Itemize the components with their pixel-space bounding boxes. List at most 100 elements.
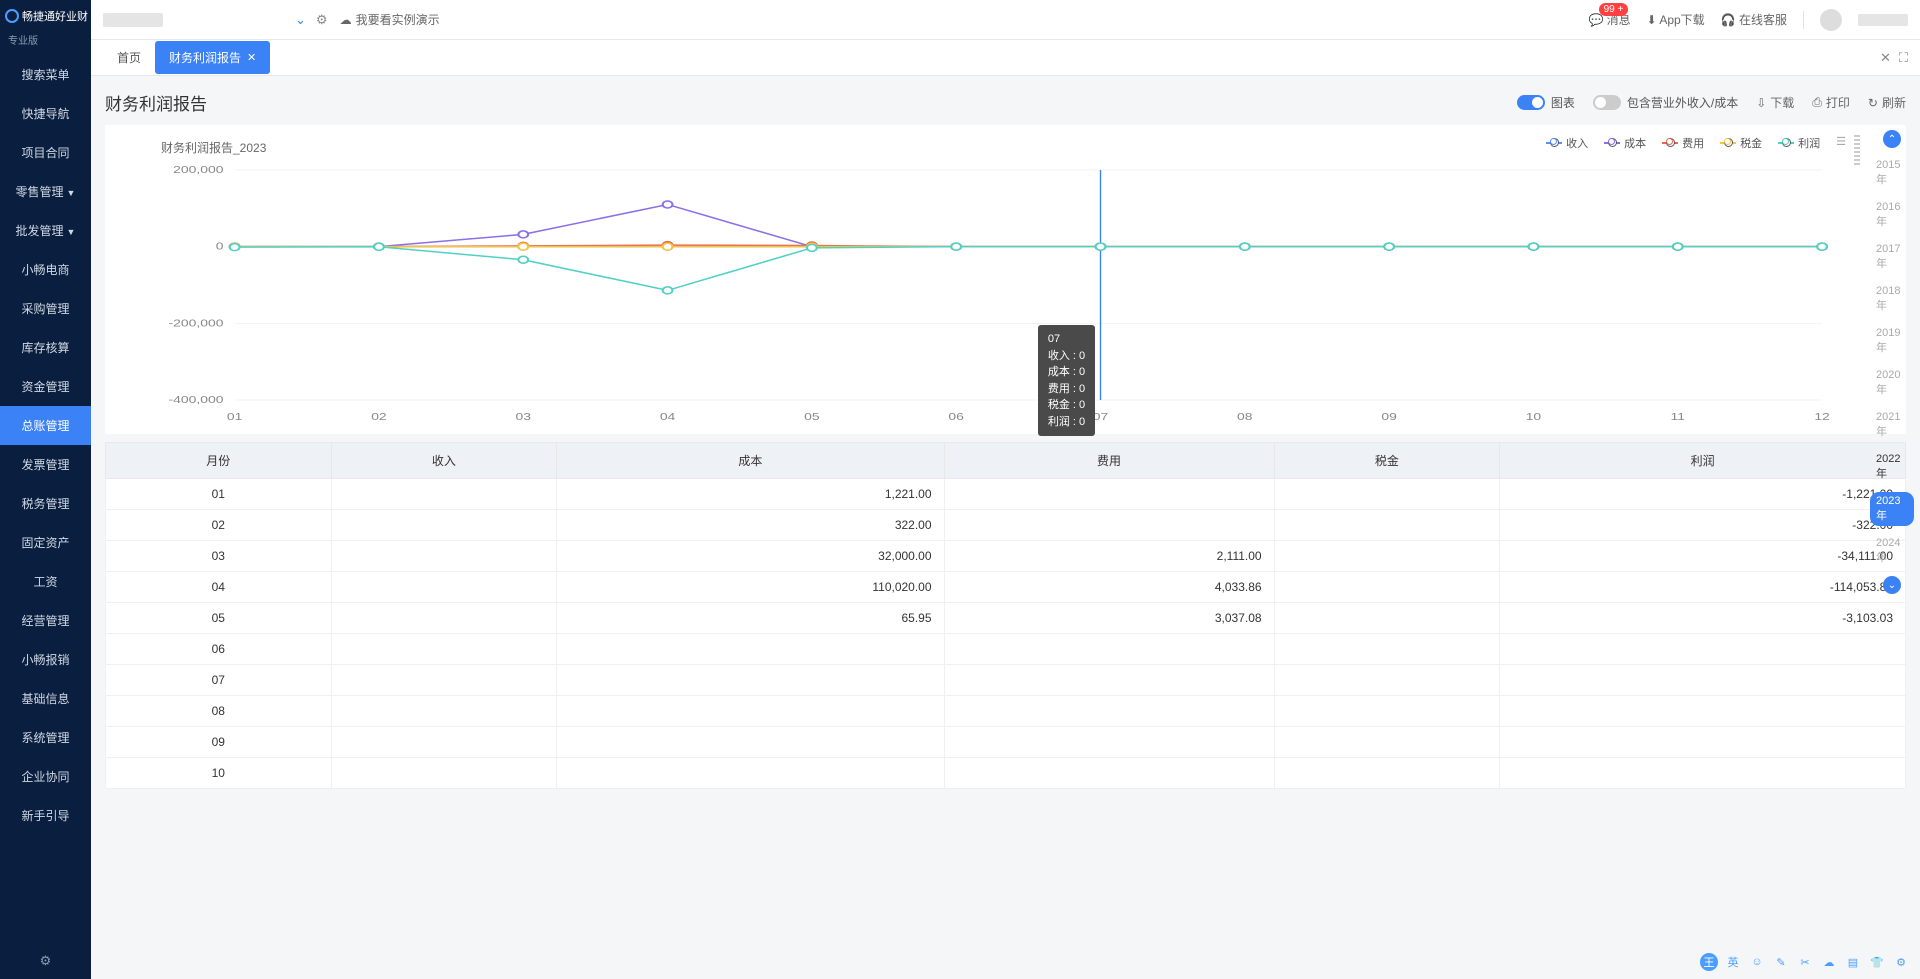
table-row[interactable]: 09 bbox=[106, 727, 1906, 758]
year-item[interactable]: 2015年 bbox=[1870, 156, 1914, 190]
table-row[interactable]: 02322.00-322.00 bbox=[106, 510, 1906, 541]
ime-shirt-icon[interactable]: 👕 bbox=[1868, 953, 1886, 971]
sidebar-item[interactable]: 系统管理 bbox=[0, 718, 91, 757]
legend-item[interactable]: 成本 bbox=[1604, 135, 1646, 151]
sidebar-item[interactable]: 搜索菜单 bbox=[0, 55, 91, 94]
ime-scissors-icon[interactable]: ✂ bbox=[1796, 953, 1814, 971]
year-item[interactable]: 2023年 bbox=[1870, 492, 1914, 526]
sidebar-item[interactable]: 快捷导航 bbox=[0, 94, 91, 133]
sidebar-item[interactable]: 库存核算 bbox=[0, 328, 91, 367]
year-item[interactable]: 2021年 bbox=[1870, 408, 1914, 442]
print-label: 打印 bbox=[1826, 94, 1850, 111]
table-cell bbox=[1274, 758, 1500, 789]
sidebar-item[interactable]: 企业协同 bbox=[0, 757, 91, 796]
table-cell: 10 bbox=[106, 758, 332, 789]
sidebar-item[interactable]: 资金管理 bbox=[0, 367, 91, 406]
settings-icon[interactable]: ⚙ bbox=[0, 943, 91, 979]
fullscreen-icon[interactable]: ⛶ bbox=[1899, 50, 1908, 66]
year-item[interactable]: 2020年 bbox=[1870, 366, 1914, 400]
sidebar-item[interactable]: 采购管理 bbox=[0, 289, 91, 328]
table-cell bbox=[1500, 727, 1906, 758]
drag-handle[interactable] bbox=[1854, 135, 1860, 165]
avatar[interactable] bbox=[1820, 9, 1842, 31]
year-item[interactable]: 2019年 bbox=[1870, 324, 1914, 358]
ime-pic-icon[interactable]: ▤ bbox=[1844, 953, 1862, 971]
table-row[interactable]: 10 bbox=[106, 758, 1906, 789]
year-item[interactable]: 2016年 bbox=[1870, 198, 1914, 232]
sidebar-item[interactable]: 新手引导 bbox=[0, 796, 91, 835]
print-button[interactable]: ⎙ 打印 bbox=[1812, 94, 1850, 111]
org-selector[interactable] bbox=[103, 13, 283, 27]
table-cell: 3,037.08 bbox=[944, 603, 1274, 634]
ime-main-icon[interactable]: 王 bbox=[1700, 953, 1718, 971]
table-cell: 1,221.00 bbox=[557, 479, 944, 510]
ime-cloud-icon[interactable]: ☁ bbox=[1820, 953, 1838, 971]
close-icon[interactable]: ✕ bbox=[247, 51, 256, 64]
year-sidebar: ⌃ 2015年 2016年 2017年 2018年 2019年 2020年 2021年 202… bbox=[1870, 130, 1914, 594]
table-row[interactable]: 08 bbox=[106, 696, 1906, 727]
legend-menu-icon[interactable]: ☰ bbox=[1836, 135, 1846, 151]
legend-label: 费用 bbox=[1682, 135, 1704, 151]
year-scroll-down[interactable]: ⌄ bbox=[1883, 576, 1901, 594]
table-row[interactable]: 011,221.00-1,221.00 bbox=[106, 479, 1906, 510]
sidebar-item[interactable]: 项目合同 bbox=[0, 133, 91, 172]
table-cell bbox=[944, 510, 1274, 541]
tab-home[interactable]: 首页 bbox=[103, 41, 155, 74]
table-row[interactable]: 04110,020.004,033.86-114,053.86 bbox=[106, 572, 1906, 603]
year-item[interactable]: 2022年 bbox=[1870, 450, 1914, 484]
table-cell bbox=[557, 634, 944, 665]
message-button[interactable]: 💬 消息 99 + bbox=[1589, 11, 1631, 28]
ime-edit-icon[interactable]: ✎ bbox=[1772, 953, 1790, 971]
table-header: 费用 bbox=[944, 443, 1274, 479]
table-row[interactable]: 06 bbox=[106, 634, 1906, 665]
sidebar-item[interactable]: 经营管理 bbox=[0, 601, 91, 640]
tabs: 首页 财务利润报告 ✕ ✕ ⛶ bbox=[91, 40, 1920, 76]
year-item[interactable]: 2024年 bbox=[1870, 534, 1914, 568]
chart-area[interactable]: 200,0000-200,000-400,0000102030405060708… bbox=[165, 160, 1836, 430]
table-row[interactable]: 0332,000.002,111.00-34,111.00 bbox=[106, 541, 1906, 572]
legend-item[interactable]: 利润 bbox=[1778, 135, 1820, 151]
year-scroll-up[interactable]: ⌃ bbox=[1883, 130, 1901, 148]
svg-text:200,000: 200,000 bbox=[173, 164, 224, 176]
legend-item[interactable]: 收入 bbox=[1546, 135, 1588, 151]
chevron-down-icon[interactable]: ⌄ bbox=[295, 12, 306, 28]
ime-smile-icon[interactable]: ☺ bbox=[1748, 953, 1766, 971]
sidebar-item[interactable]: 发票管理 bbox=[0, 445, 91, 484]
gear-icon[interactable]: ⚙ bbox=[316, 12, 328, 28]
sidebar-item[interactable]: 小畅报销 bbox=[0, 640, 91, 679]
year-item[interactable]: 2018年 bbox=[1870, 282, 1914, 316]
sidebar-item[interactable]: 工资 bbox=[0, 562, 91, 601]
table-row[interactable]: 07 bbox=[106, 665, 1906, 696]
include-toggle-group: 包含营业外收入/成本 bbox=[1593, 94, 1738, 111]
demo-link[interactable]: ☁ 我要看实例演示 bbox=[340, 11, 440, 28]
sidebar-item[interactable]: 固定资产 bbox=[0, 523, 91, 562]
demo-label: 我要看实例演示 bbox=[356, 11, 440, 28]
ime-gear-icon[interactable]: ⚙ bbox=[1892, 953, 1910, 971]
legend-item[interactable]: 税金 bbox=[1720, 135, 1762, 151]
year-item[interactable]: 2017年 bbox=[1870, 240, 1914, 274]
tab-report[interactable]: 财务利润报告 ✕ bbox=[155, 41, 270, 74]
sidebar-item[interactable]: 零售管理▼ bbox=[0, 172, 91, 211]
table-cell bbox=[944, 727, 1274, 758]
sidebar-item[interactable]: 税务管理 bbox=[0, 484, 91, 523]
include-toggle[interactable] bbox=[1593, 95, 1621, 110]
legend-marker bbox=[1604, 142, 1620, 144]
support-label: 在线客服 bbox=[1739, 13, 1787, 27]
legend-marker bbox=[1778, 142, 1794, 144]
table-row[interactable]: 0565.953,037.08-3,103.03 bbox=[106, 603, 1906, 634]
support-button[interactable]: 🎧 在线客服 bbox=[1721, 11, 1787, 28]
ime-lang-icon[interactable]: 英 bbox=[1724, 953, 1742, 971]
sidebar-item[interactable]: 小畅电商 bbox=[0, 250, 91, 289]
legend-item[interactable]: 费用 bbox=[1662, 135, 1704, 151]
chart-toggle[interactable] bbox=[1517, 95, 1545, 110]
download-button[interactable]: ⇩ 下载 bbox=[1756, 94, 1794, 111]
download-button[interactable]: ⬇ App下载 bbox=[1647, 11, 1705, 28]
legend-label: 利润 bbox=[1798, 135, 1820, 151]
table-cell bbox=[331, 541, 557, 572]
refresh-button[interactable]: ↻ 刷新 bbox=[1868, 94, 1906, 111]
sidebar-item[interactable]: 总账管理 bbox=[0, 406, 91, 445]
cloud-icon: ☁ bbox=[340, 13, 352, 27]
sidebar-item[interactable]: 批发管理▼ bbox=[0, 211, 91, 250]
sidebar-item[interactable]: 基础信息 bbox=[0, 679, 91, 718]
close-all-icon[interactable]: ✕ bbox=[1880, 50, 1891, 66]
